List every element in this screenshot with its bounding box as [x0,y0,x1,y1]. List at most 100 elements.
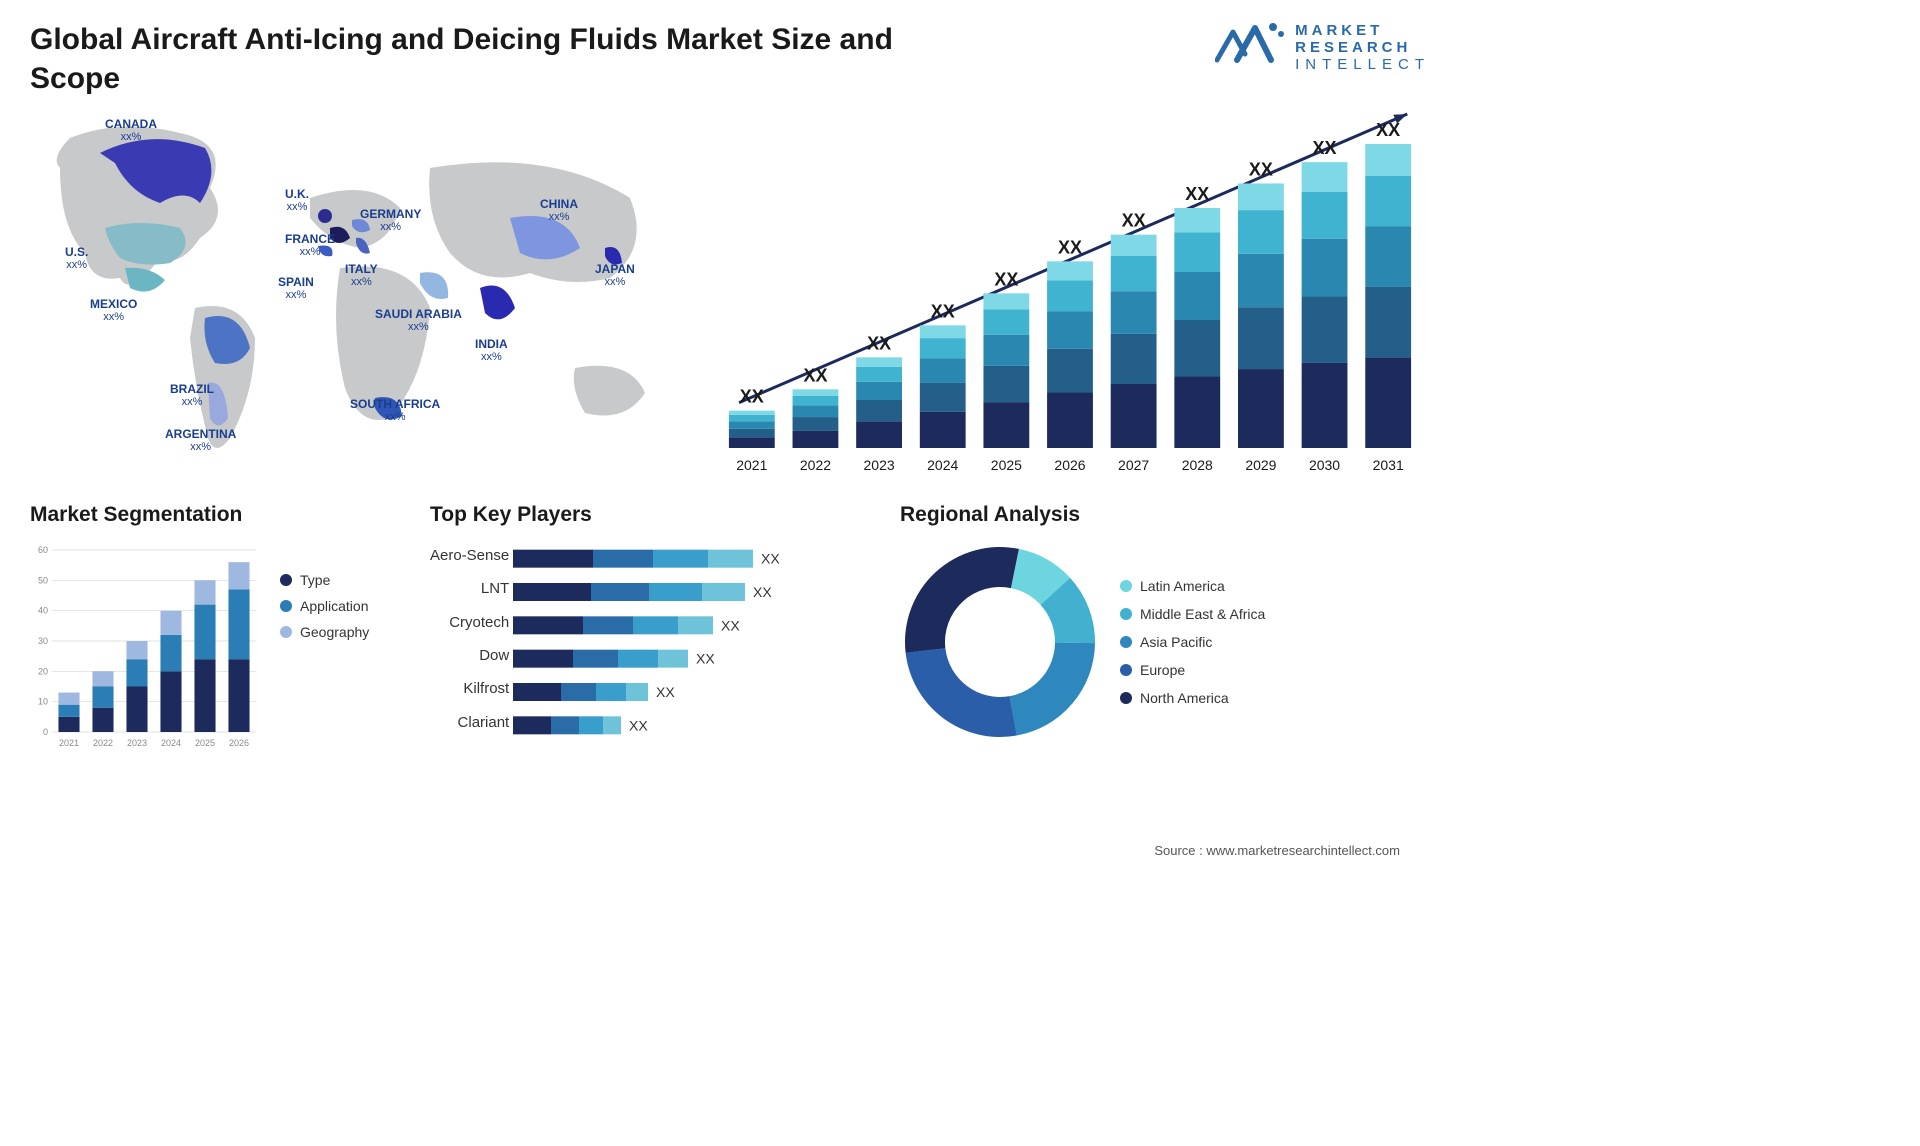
map-label-u-k-: U.K.xx% [285,188,309,213]
swatch-icon [280,626,292,638]
seg-legend-label: Application [300,598,369,614]
region-legend-label: North America [1140,690,1229,706]
swatch-icon [280,600,292,612]
region-legend-middle-east-africa: Middle East & Africa [1120,606,1265,622]
brand-logo: MARKET RESEARCH INTELLECT [1215,20,1430,75]
svg-text:2030: 2030 [1309,457,1340,473]
player-label: Cryotech [449,613,509,633]
region-legend-asia-pacific: Asia Pacific [1120,634,1265,650]
logo-line-2: RESEARCH [1295,39,1430,56]
map-label-south-africa: SOUTH AFRICAxx% [350,398,440,423]
svg-text:2024: 2024 [161,738,181,748]
svg-text:2026: 2026 [1054,457,1085,473]
regional-title: Regional Analysis [900,503,1430,527]
svg-text:XX: XX [761,551,780,567]
regional-donut [900,542,1100,742]
map-label-u-s-: U.S.xx% [65,246,88,271]
svg-text:2026: 2026 [229,738,249,748]
seg-legend-label: Geography [300,624,369,640]
svg-text:2022: 2022 [93,738,113,748]
map-label-spain: SPAINxx% [278,276,314,301]
segmentation-title: Market Segmentation [30,503,400,527]
svg-text:40: 40 [38,606,48,616]
swatch-icon [1120,636,1132,648]
map-label-germany: GERMANYxx% [360,208,421,233]
map-mexico [125,268,165,292]
map-label-brazil: BRAZILxx% [170,383,214,408]
player-label: Clariant [458,713,510,733]
seg-legend-label: Type [300,572,330,588]
seg-legend-geography: Geography [280,624,369,640]
players-labels: Aero-Sense LNT Cryotech Dow Kilfrost Clariant [430,542,509,742]
player-label: LNT [481,579,509,599]
logo-peaks-icon [1215,20,1285,75]
map-label-argentina: ARGENTINAxx% [165,428,236,453]
player-label: Dow [479,646,509,666]
player-label: Kilfrost [463,679,509,699]
region-legend-label: Asia Pacific [1140,634,1212,650]
player-label: Aero-Sense [430,546,509,566]
seg-legend-application: Application [280,598,369,614]
map-label-japan: JAPANxx% [595,263,635,288]
svg-text:XX: XX [931,301,955,321]
svg-text:2022: 2022 [800,457,831,473]
svg-text:2029: 2029 [1245,457,1276,473]
regional-panel: Regional Analysis Latin America Middle Ea… [900,503,1430,752]
svg-text:2021: 2021 [59,738,79,748]
svg-text:XX: XX [803,365,827,385]
svg-text:2027: 2027 [1118,457,1149,473]
svg-text:2023: 2023 [127,738,147,748]
logo-text: MARKET RESEARCH INTELLECT [1295,22,1430,73]
region-legend-europe: Europe [1120,662,1265,678]
svg-text:2025: 2025 [991,457,1022,473]
region-legend-latin-america: Latin America [1120,578,1265,594]
swatch-icon [1120,580,1132,592]
svg-text:60: 60 [38,545,48,555]
segmentation-legend: Type Application Geography [280,542,369,752]
players-chart: XXXXXXXXXXXX [513,542,813,742]
map-label-india: INDIAxx% [475,338,508,363]
svg-text:0: 0 [43,727,48,737]
svg-text:XX: XX [1249,159,1273,179]
players-title: Top Key Players [430,503,870,527]
svg-text:XX: XX [1122,211,1146,231]
regional-legend: Latin America Middle East & Africa Asia Pa… [1120,578,1265,706]
svg-text:2025: 2025 [195,738,215,748]
segmentation-chart: 0102030405060202120222023202420252026 [30,542,260,752]
segmentation-panel: Market Segmentation 01020304050602021202… [30,503,400,752]
region-legend-label: Middle East & Africa [1140,606,1265,622]
region-legend-label: Latin America [1140,578,1225,594]
map-label-france: FRANCExx% [285,233,335,258]
swatch-icon [1120,608,1132,620]
svg-text:2028: 2028 [1182,457,1213,473]
seg-legend-type: Type [280,572,369,588]
svg-text:2021: 2021 [736,457,767,473]
market-growth-chart: XX2021XX2022XX2023XX2024XX2025XX2026XX20… [710,108,1430,478]
world-map: CANADAxx% U.S.xx% MEXICOxx% BRAZILxx% ARGENT… [30,108,680,478]
map-label-saudi-arabia: SAUDI ARABIAxx% [375,308,462,333]
map-label-mexico: MEXICOxx% [90,298,137,323]
svg-text:20: 20 [38,666,48,676]
swatch-icon [1120,692,1132,704]
svg-text:50: 50 [38,575,48,585]
svg-text:2024: 2024 [927,457,958,473]
source-attribution: Source : www.marketresearchintellect.com [1154,843,1400,858]
svg-text:XX: XX [1313,138,1337,158]
svg-text:XX: XX [867,333,891,353]
map-label-canada: CANADAxx% [105,118,157,143]
map-uk [318,209,332,223]
svg-text:XX: XX [656,684,675,700]
svg-text:XX: XX [753,584,772,600]
svg-text:XX: XX [1376,120,1400,140]
logo-line-1: MARKET [1295,22,1430,39]
page-title: Global Aircraft Anti-Icing and Deicing F… [30,20,930,98]
map-label-china: CHINAxx% [540,198,578,223]
map-label-italy: ITALYxx% [345,263,378,288]
swatch-icon [280,574,292,586]
region-legend-north-america: North America [1120,690,1265,706]
map-india [480,286,515,320]
region-legend-label: Europe [1140,662,1185,678]
map-saudi [420,272,448,299]
swatch-icon [1120,664,1132,676]
svg-text:XX: XX [629,717,648,733]
